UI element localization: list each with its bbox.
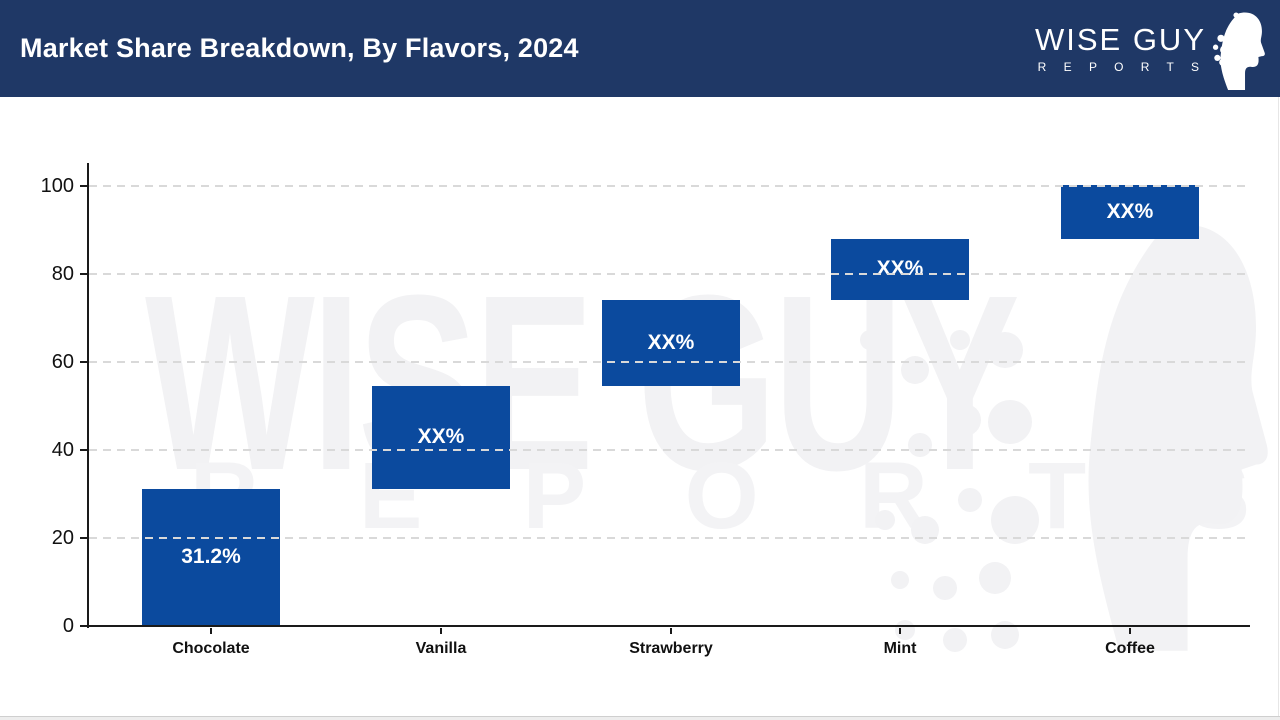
y-tick-100 (80, 185, 88, 187)
right-edge-line (1278, 97, 1279, 716)
bar-value-label: XX% (876, 257, 924, 281)
x-tick-coffee (1129, 628, 1131, 634)
y-tick-20 (80, 537, 88, 539)
y-tick-label-80: 80 (51, 263, 74, 285)
x-tick-strawberry (670, 628, 672, 634)
bar-chocolate: 31.2% (142, 488, 280, 626)
brand-name: WISE GUY (1034, 21, 1206, 57)
y-tick-label-100: 100 (40, 175, 74, 197)
y-tick-60 (80, 361, 88, 363)
bar-strawberry: XX% (602, 299, 740, 387)
watermark-text: WISE GUY (145, 244, 1020, 523)
y-tick-40 (80, 449, 88, 451)
bar-value-label: XX% (647, 331, 695, 355)
header-bar: Market Share Breakdown, By Flavors, 2024… (0, 0, 1280, 97)
gridline-40 (89, 449, 1250, 451)
y-axis-spine (87, 163, 89, 628)
x-label-strawberry: Strawberry (629, 640, 713, 657)
x-label-chocolate: Chocolate (172, 640, 250, 657)
waterfall-chart: WISE GUY R E P O R T S 0 20 40 60 80 100 31.2%… (0, 97, 1280, 716)
watermark-head-icon (860, 225, 1268, 652)
watermark-subtext: R E P O R T S (190, 443, 1280, 549)
y-tick-label-40: 40 (51, 439, 74, 461)
page-title: Market Share Breakdown, By Flavors, 2024 (20, 33, 579, 63)
y-tick-label-20: 20 (51, 527, 74, 549)
y-tick-label-60: 60 (51, 351, 74, 373)
brand-logo: WISE GUY R E P O R T S (1035, 8, 1280, 90)
bar-value-label: XX% (1106, 199, 1154, 223)
y-tick-0 (80, 625, 88, 627)
gridline-80 (89, 273, 1250, 275)
gridline-20 (89, 537, 1250, 539)
x-label-coffee: Coffee (1105, 640, 1155, 657)
bar-value-label: 31.2% (181, 545, 241, 569)
bar-value-label: XX% (417, 425, 465, 449)
x-tick-vanilla (440, 628, 442, 634)
gridline-100 (89, 185, 1250, 187)
x-label-mint: Mint (883, 640, 917, 657)
x-tick-mint (899, 628, 901, 634)
bottom-strip (0, 716, 1280, 720)
x-axis-spine (85, 625, 1250, 627)
brand-subtitle: R E P O R T S (1037, 59, 1206, 74)
x-label-vanilla: Vanilla (415, 640, 467, 657)
y-tick-label-0: 0 (62, 615, 74, 637)
bar-vanilla: XX% (372, 386, 510, 489)
bar-mint: XX% (831, 238, 969, 300)
wiseguy-head-icon (1212, 11, 1265, 90)
brand-text: WISE GUY R E P O R T S (1035, 24, 1206, 74)
x-tick-chocolate (210, 628, 212, 634)
gridline-60 (89, 361, 1250, 363)
bar-coffee: XX% (1061, 185, 1199, 239)
y-tick-80 (80, 273, 88, 275)
